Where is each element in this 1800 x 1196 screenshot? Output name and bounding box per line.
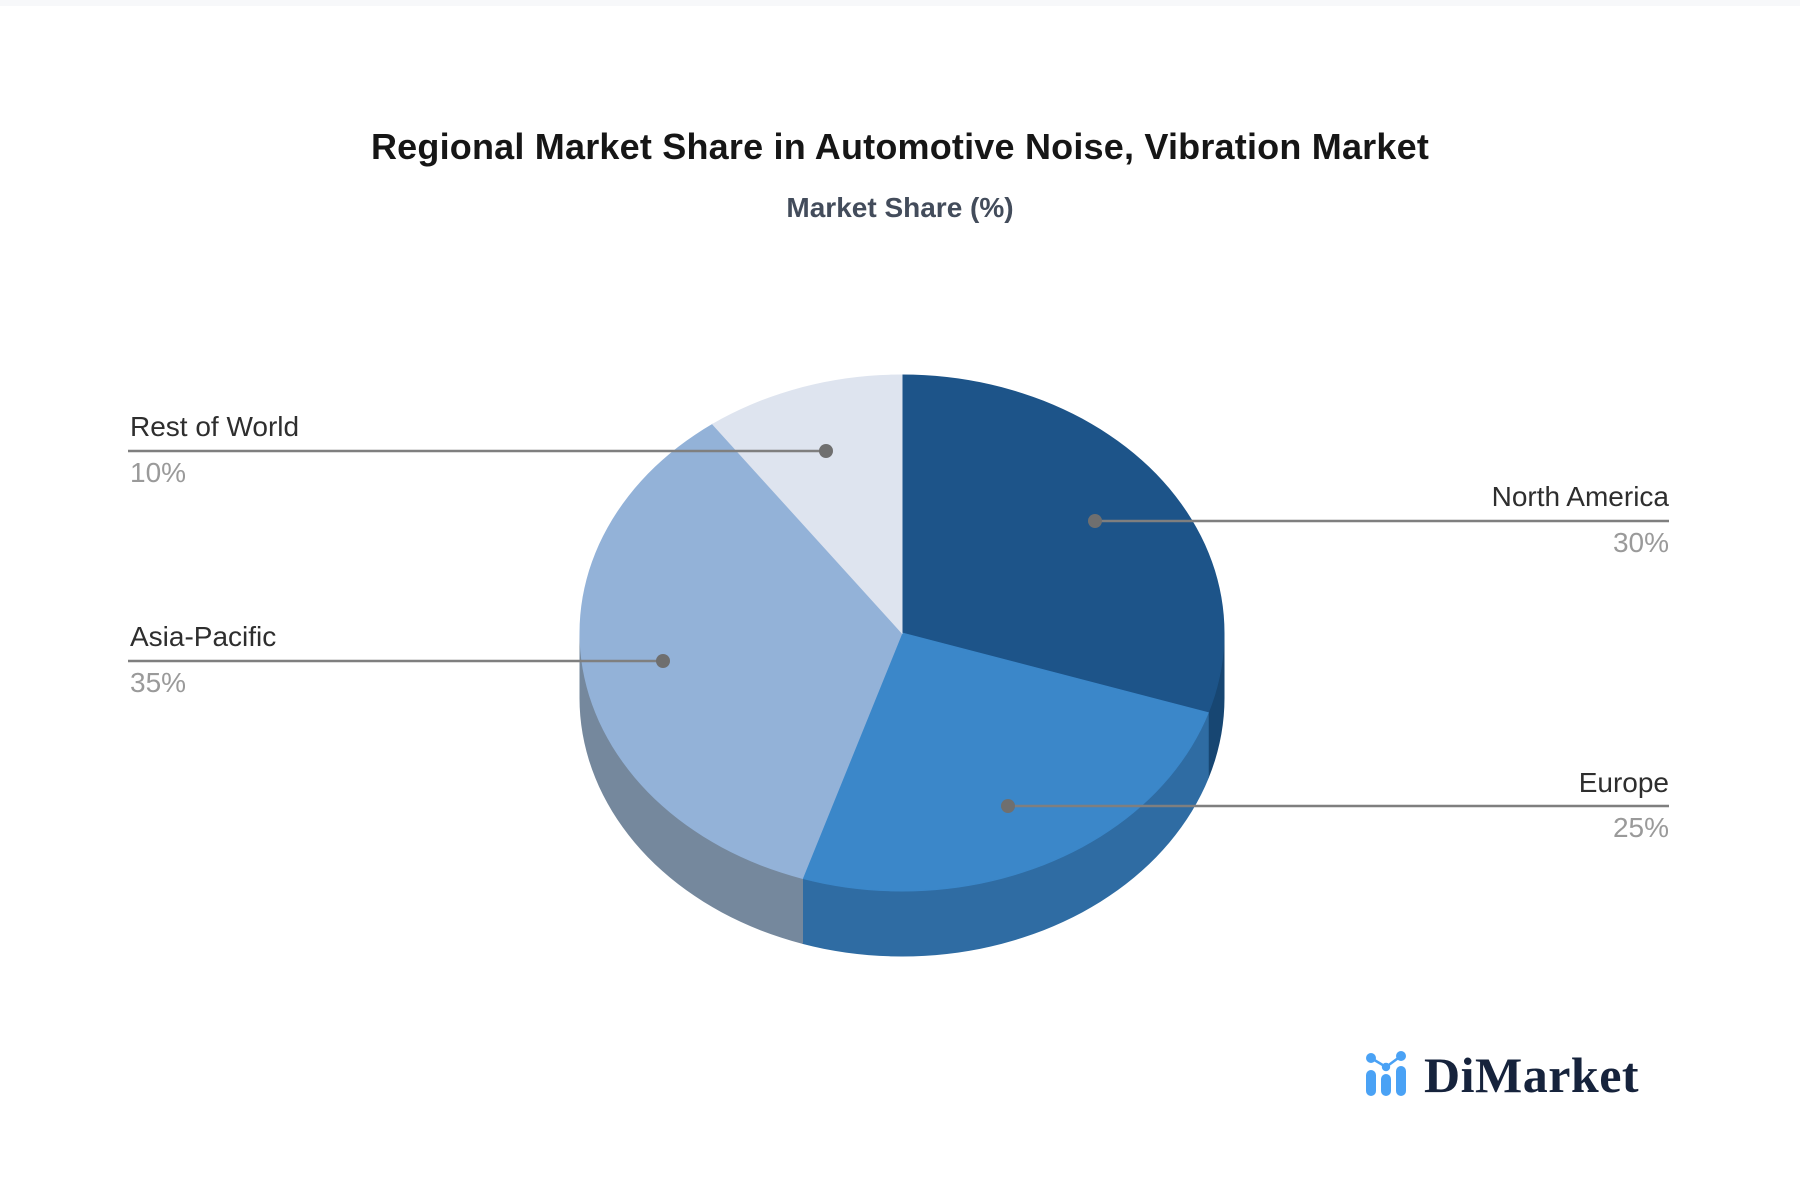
callout-label-europe: Europe	[1578, 767, 1669, 798]
pie-slice-rest-of-world[interactable]	[711, 374, 903, 635]
pie-slice-north-america[interactable]	[901, 374, 1225, 714]
leader-dot-rest-of-world	[819, 444, 833, 458]
leader-dot-north-america	[1088, 514, 1102, 528]
logo-text: DiMarket	[1424, 1047, 1640, 1103]
callout-label-north-america: North America	[1491, 481, 1669, 512]
callout-label-rest-of-world: Rest of World	[130, 411, 300, 442]
dimarket-logo: DiMarket	[1362, 1040, 1639, 1100]
chart-subtitle: Market Share (%)	[786, 192, 1014, 223]
pie-slice-asia-pacific[interactable]	[579, 423, 903, 879]
leader-dot-europe	[1001, 799, 1015, 813]
callout-value-north-america: 30%	[1612, 527, 1669, 558]
chart-title: Regional Market Share in Automotive Nois…	[370, 126, 1430, 167]
callout-value-asia-pacific: 35%	[130, 667, 187, 698]
callout-label-asia-pacific: Asia-Pacific	[130, 621, 277, 652]
callout-value-rest-of-world: 10%	[130, 457, 187, 488]
callout-value-europe: 25%	[1612, 812, 1669, 843]
leader-dot-asia-pacific	[656, 654, 670, 668]
top-strip	[0, 0, 1800, 6]
bar-chart-logo-icon	[1366, 1051, 1406, 1096]
pie-slice-europe[interactable]	[801, 632, 1209, 892]
